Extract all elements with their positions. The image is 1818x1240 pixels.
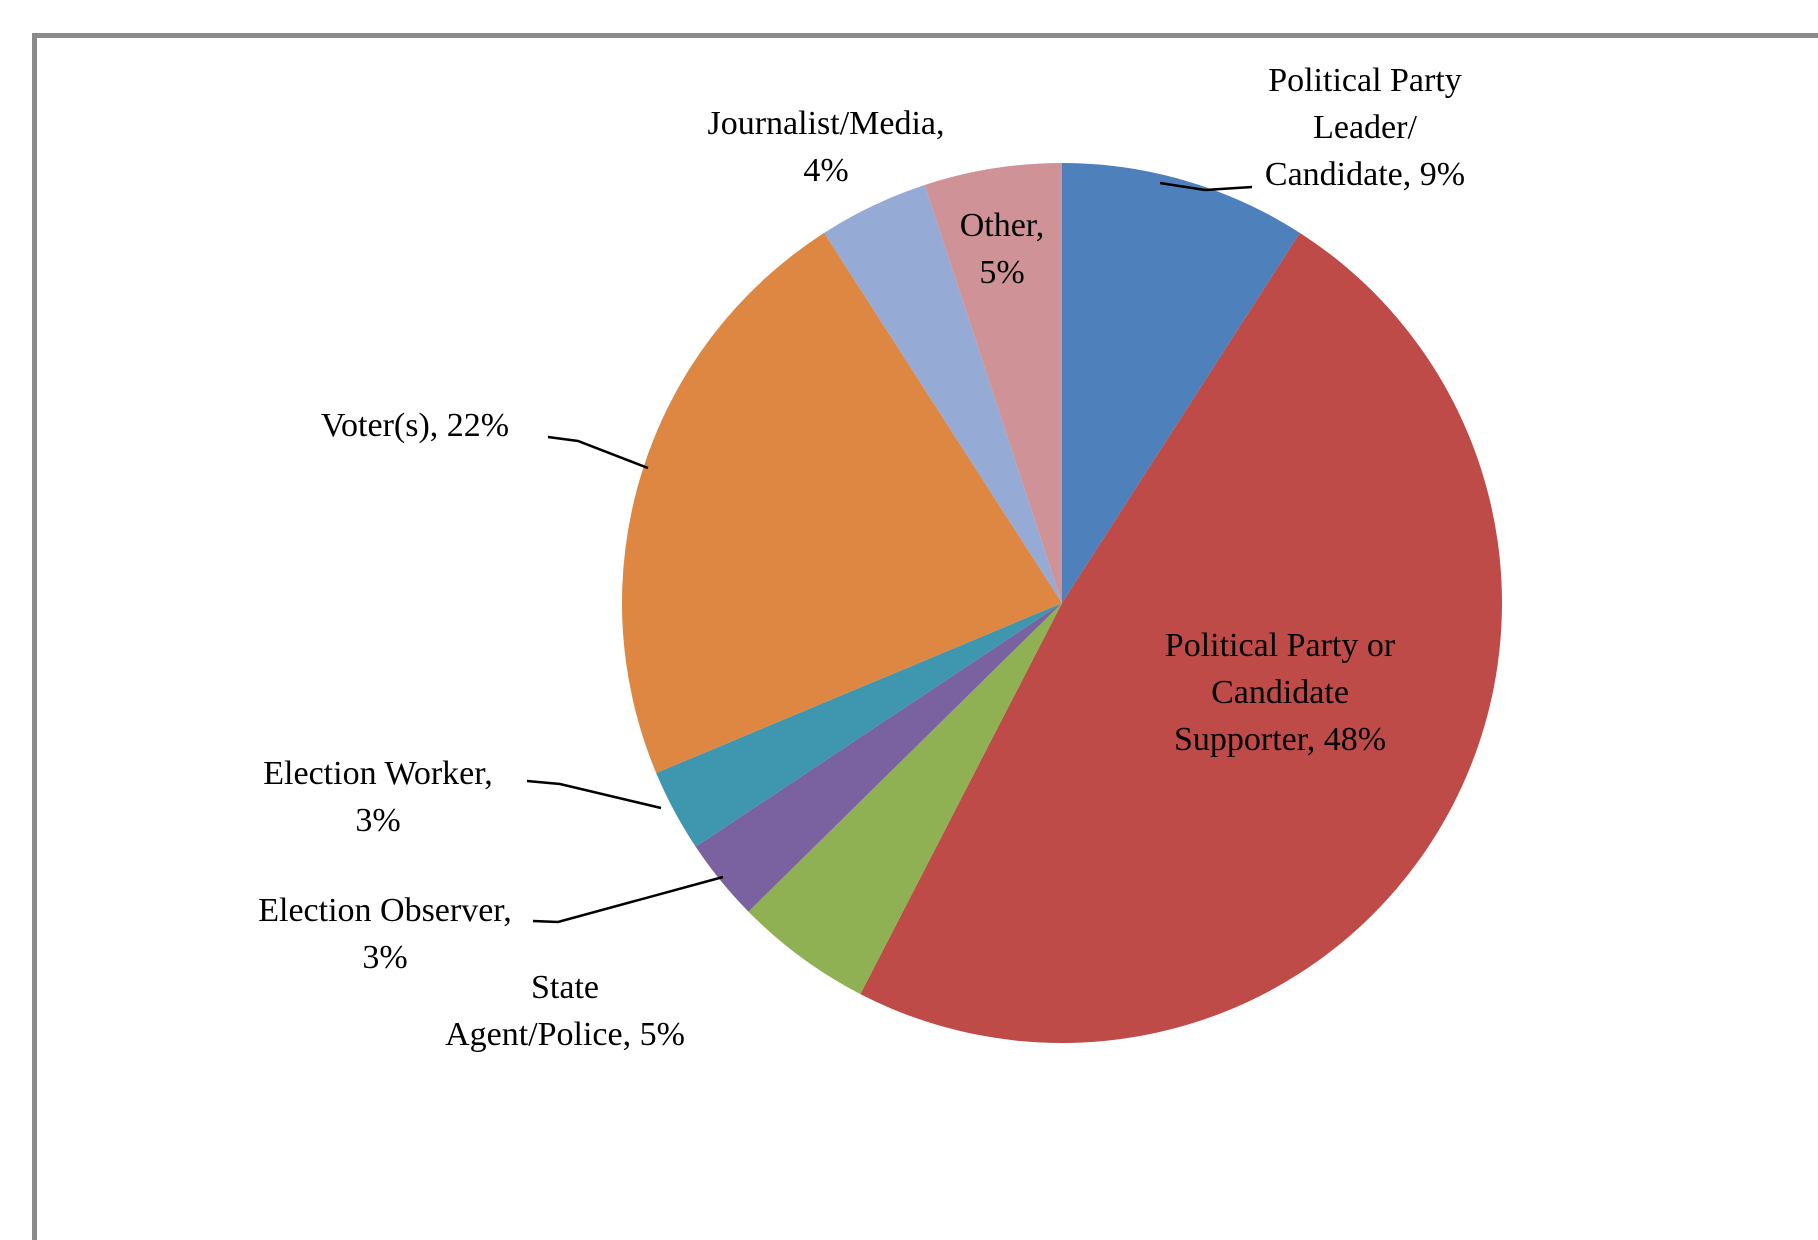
label-line: Political Party <box>1268 62 1462 99</box>
leader-line-worker <box>526 779 662 810</box>
pie-slice-state-agent-police[interactable] <box>748 603 1062 995</box>
pie-slice-political-party-or-candidate-supporter[interactable] <box>860 232 1502 1043</box>
pie-slice-election-observer[interactable] <box>695 603 1062 912</box>
label-election-worker: Election Worker, 3% <box>263 750 492 844</box>
label-line: 3% <box>355 802 401 839</box>
pie-slices <box>622 163 1502 1043</box>
label-line: 5% <box>979 254 1025 291</box>
label-line: Candidate, 9% <box>1264 156 1466 193</box>
label-line: Journalist/Media, <box>707 105 945 142</box>
label-other: Other, 5% <box>960 202 1045 296</box>
label-line: 3% <box>362 939 408 976</box>
label-line: Other, <box>959 207 1045 244</box>
label-political-party-or-candidate-supporter: Political Party or Candidate Supporter, … <box>1165 622 1395 763</box>
label-state-agent-police: State Agent/Police, 5% <box>445 964 685 1058</box>
pie-slice-election-worker[interactable] <box>656 603 1062 847</box>
label-line: Election Worker, <box>263 755 493 792</box>
leader-line-leader-candidate <box>1159 181 1253 192</box>
label-line: State <box>531 969 599 1006</box>
leader-line-observer <box>532 875 724 924</box>
label-line: Candidate <box>1211 674 1349 711</box>
label-line: Supporter, 48% <box>1173 721 1387 758</box>
pie-slice-other[interactable] <box>924 163 1062 603</box>
label-line: Leader/ <box>1313 109 1417 146</box>
pie-slice-voters[interactable] <box>622 232 1062 773</box>
page-border-top <box>32 33 1818 38</box>
pie-slice-political-party-leader-candidate[interactable] <box>1062 163 1300 603</box>
label-line: Political Party or <box>1164 627 1396 664</box>
pie-slice-journalist-media[interactable] <box>824 184 1062 604</box>
label-line: 4% <box>803 152 849 189</box>
label-election-observer: Election Observer, 3% <box>258 887 512 981</box>
label-line: Agent/Police, 5% <box>445 1016 685 1053</box>
leader-line-voters <box>547 435 649 470</box>
label-line: Voter(s), 22% <box>320 407 510 444</box>
label-political-party-leader-candidate: Political Party Leader/ Candidate, 9% <box>1265 57 1465 198</box>
label-voters: Voter(s), 22% <box>321 402 509 449</box>
label-line: Election Observer, <box>258 892 512 929</box>
page-border-left <box>32 33 37 1240</box>
label-journalist-media: Journalist/Media, 4% <box>707 100 944 194</box>
